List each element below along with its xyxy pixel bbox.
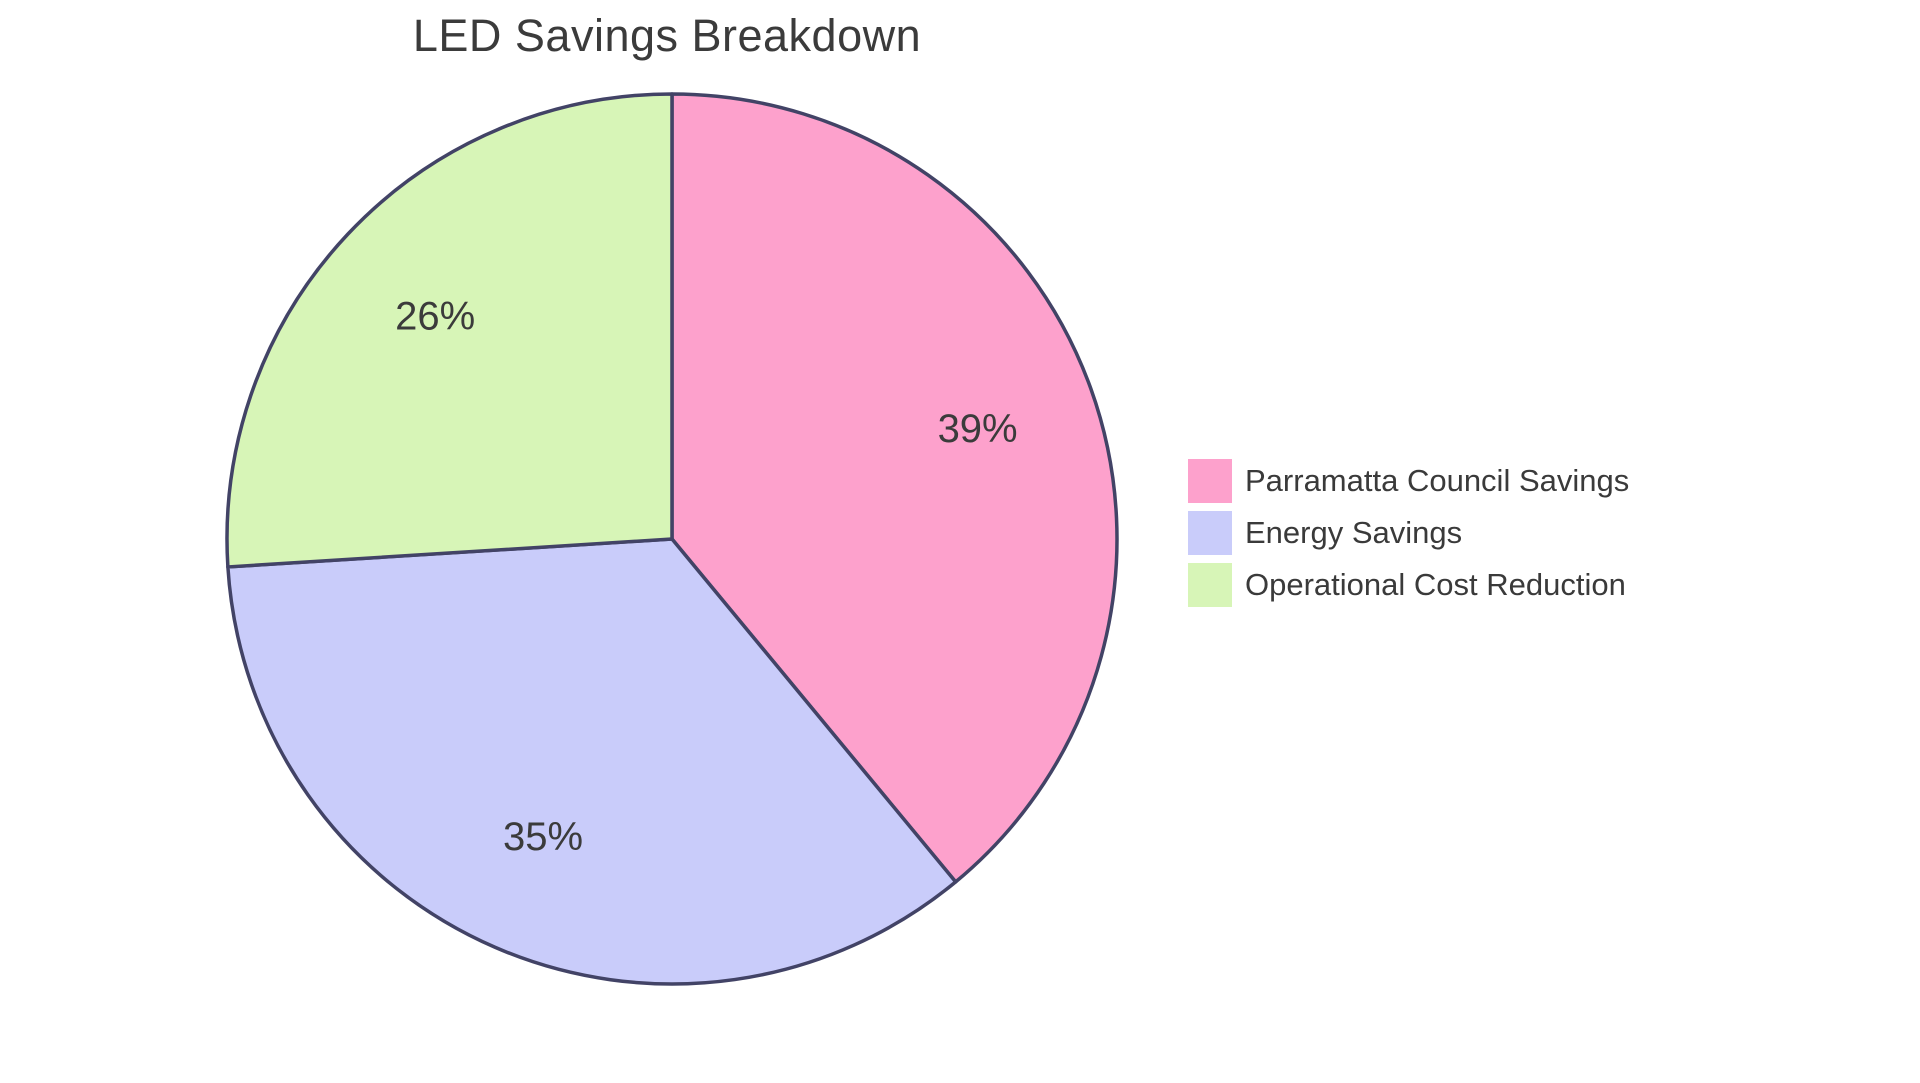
legend: Parramatta Council Savings Energy Savings… xyxy=(1188,459,1629,607)
legend-item-0[interactable]: Parramatta Council Savings xyxy=(1188,459,1629,503)
legend-item-2[interactable]: Operational Cost Reduction xyxy=(1188,563,1629,607)
legend-label: Energy Savings xyxy=(1245,515,1463,550)
legend-swatch xyxy=(1188,459,1232,503)
legend-swatch xyxy=(1188,511,1232,555)
pie-slices xyxy=(225,92,1119,986)
legend-swatch xyxy=(1188,563,1232,607)
legend-label: Parramatta Council Savings xyxy=(1245,463,1630,498)
pie-slice-label-2: 26% xyxy=(395,295,475,339)
pie-slice-2 xyxy=(225,92,674,569)
legend-label: Operational Cost Reduction xyxy=(1245,567,1626,602)
chart-title: LED Savings Breakdown xyxy=(412,10,922,61)
pie-slice-0 xyxy=(670,92,1119,884)
pie-slice-label-0: 39% xyxy=(938,407,1018,451)
pie-slice-1 xyxy=(226,537,958,986)
legend-item-1[interactable]: Energy Savings xyxy=(1188,511,1629,555)
pie-slice-label-1: 35% xyxy=(503,815,583,859)
pie-slice-labels: 39% 35% 26% xyxy=(395,295,1018,859)
